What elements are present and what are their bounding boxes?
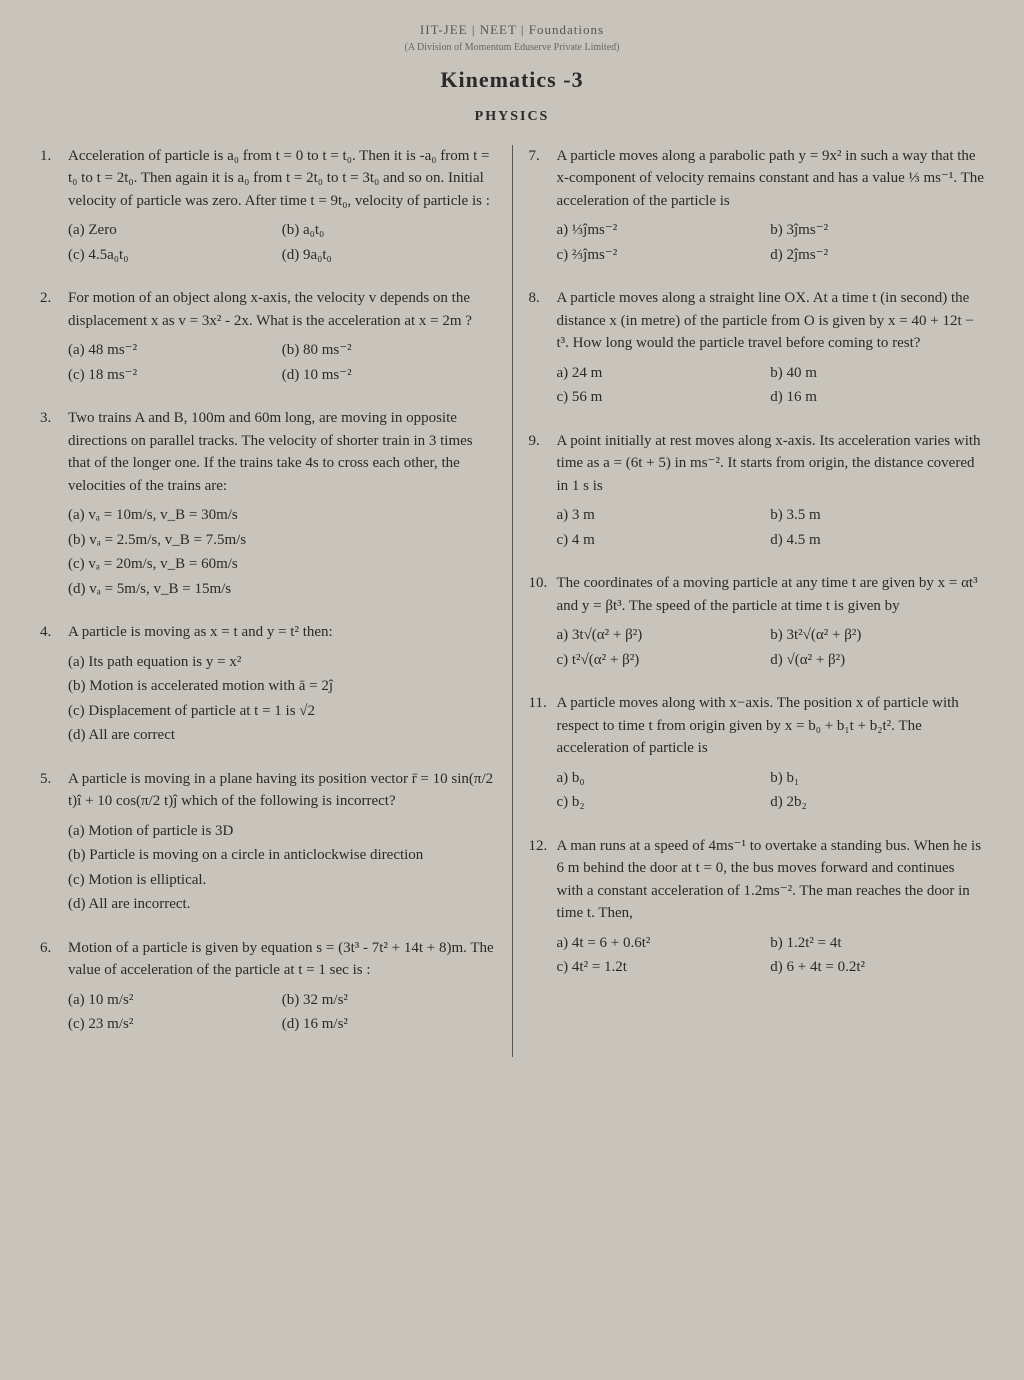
question-7: 7. A particle moves along a parabolic pa…	[529, 145, 985, 268]
option-b: b) 3ĵms⁻²	[770, 218, 984, 243]
question-text: Two trains A and B, 100m and 60m long, a…	[68, 407, 496, 497]
option-c: (c) 23 m/s²	[68, 1012, 282, 1037]
left-column: 1. Acceleration of particle is a₀ from t…	[40, 145, 496, 1057]
option-c: c) t²√(α² + β²)	[557, 648, 771, 673]
brand-text: IIT-JEE | NEET | Foundations	[40, 20, 984, 40]
option-c: c) 4 m	[557, 528, 771, 553]
question-number: 5.	[40, 768, 68, 917]
right-column: 7. A particle moves along a parabolic pa…	[529, 145, 985, 1057]
question-text: Acceleration of particle is a₀ from t = …	[68, 145, 496, 213]
option-c: c) b₂	[557, 790, 771, 815]
question-6: 6. Motion of a particle is given by equa…	[40, 937, 496, 1037]
option-b: b) b₁	[770, 766, 984, 791]
option-a: a) b₀	[557, 766, 771, 791]
option-d: (d) 16 m/s²	[282, 1012, 496, 1037]
option-b: (b) 32 m/s²	[282, 988, 496, 1013]
option-a: a) ⅓ĵms⁻²	[557, 218, 771, 243]
question-text: For motion of an object along x-axis, th…	[68, 287, 496, 332]
question-text: A man runs at a speed of 4ms⁻¹ to overta…	[557, 835, 985, 925]
option-d: d) √(α² + β²)	[770, 648, 984, 673]
question-10: 10. The coordinates of a moving particle…	[529, 572, 985, 672]
question-number: 10.	[529, 572, 557, 672]
option-a: a) 3t√(α² + β²)	[557, 623, 771, 648]
option-c: c) 56 m	[557, 385, 771, 410]
question-3: 3. Two trains A and B, 100m and 60m long…	[40, 407, 496, 601]
question-4: 4. A particle is moving as x = t and y =…	[40, 621, 496, 748]
option-d: d) 16 m	[770, 385, 984, 410]
question-text: The coordinates of a moving particle at …	[557, 572, 985, 617]
question-11: 11. A particle moves along with x−axis. …	[529, 692, 985, 815]
option-c: c) 4t² = 1.2t	[557, 955, 771, 980]
option-b: (b) a₀t₀	[282, 218, 496, 243]
option-d: (d) vₐ = 5m/s, v_B = 15m/s	[68, 577, 496, 602]
question-columns: 1. Acceleration of particle is a₀ from t…	[40, 145, 984, 1057]
option-c: (c) 4.5a₀t₀	[68, 243, 282, 268]
option-d: (d) 9a₀t₀	[282, 243, 496, 268]
option-c: (c) Displacement of particle at t = 1 is…	[68, 699, 496, 724]
option-b: b) 3t²√(α² + β²)	[770, 623, 984, 648]
option-b: b) 1.2t² = 4t	[770, 931, 984, 956]
question-number: 2.	[40, 287, 68, 387]
option-a: a) 24 m	[557, 361, 771, 386]
option-a: (a) 48 ms⁻²	[68, 338, 282, 363]
option-a: a) 4t = 6 + 0.6t²	[557, 931, 771, 956]
question-2: 2. For motion of an object along x-axis,…	[40, 287, 496, 387]
question-text: Motion of a particle is given by equatio…	[68, 937, 496, 982]
question-12: 12. A man runs at a speed of 4ms⁻¹ to ov…	[529, 835, 985, 980]
question-text: A particle is moving as x = t and y = t²…	[68, 621, 496, 644]
question-number: 8.	[529, 287, 557, 410]
question-number: 7.	[529, 145, 557, 268]
question-8: 8. A particle moves along a straight lin…	[529, 287, 985, 410]
question-text: A particle is moving in a plane having i…	[68, 768, 496, 813]
option-c: (c) 18 ms⁻²	[68, 363, 282, 388]
option-a: a) 3 m	[557, 503, 771, 528]
option-a: (a) Zero	[68, 218, 282, 243]
header: IIT-JEE | NEET | Foundations (A Division…	[40, 20, 984, 127]
option-c: c) ⅔ĵms⁻²	[557, 243, 771, 268]
option-b: (b) vₐ = 2.5m/s, v_B = 7.5m/s	[68, 528, 496, 553]
question-number: 9.	[529, 430, 557, 553]
option-a: (a) Motion of particle is 3D	[68, 819, 496, 844]
option-d: d) 6 + 4t = 0.2t²	[770, 955, 984, 980]
question-text: A particle moves along a straight line O…	[557, 287, 985, 355]
question-number: 4.	[40, 621, 68, 748]
option-b: (b) 80 ms⁻²	[282, 338, 496, 363]
option-c: (c) vₐ = 20m/s, v_B = 60m/s	[68, 552, 496, 577]
option-a: (a) 10 m/s²	[68, 988, 282, 1013]
question-number: 1.	[40, 145, 68, 268]
question-number: 6.	[40, 937, 68, 1037]
option-d: d) 2ĵms⁻²	[770, 243, 984, 268]
option-d: (d) 10 ms⁻²	[282, 363, 496, 388]
option-d: d) 4.5 m	[770, 528, 984, 553]
sub-brand-text: (A Division of Momentum Eduserve Private…	[40, 40, 984, 55]
option-b: b) 3.5 m	[770, 503, 984, 528]
question-text: A point initially at rest moves along x-…	[557, 430, 985, 498]
option-b: (b) Particle is moving on a circle in an…	[68, 843, 496, 868]
option-b: (b) Motion is accelerated motion with ā …	[68, 674, 496, 699]
option-d: (d) All are incorrect.	[68, 892, 496, 917]
column-divider	[512, 145, 513, 1057]
question-number: 3.	[40, 407, 68, 601]
option-d: (d) All are correct	[68, 723, 496, 748]
option-a: (a) Its path equation is y = x²	[68, 650, 496, 675]
question-text: A particle moves along a parabolic path …	[557, 145, 985, 213]
question-text: A particle moves along with x−axis. The …	[557, 692, 985, 760]
question-number: 11.	[529, 692, 557, 815]
question-9: 9. A point initially at rest moves along…	[529, 430, 985, 553]
question-1: 1. Acceleration of particle is a₀ from t…	[40, 145, 496, 268]
option-c: (c) Motion is elliptical.	[68, 868, 496, 893]
question-number: 12.	[529, 835, 557, 980]
worksheet-title: Kinematics -3	[40, 63, 984, 96]
option-b: b) 40 m	[770, 361, 984, 386]
option-a: (a) vₐ = 10m/s, v_B = 30m/s	[68, 503, 496, 528]
subject-label: PHYSICS	[40, 106, 984, 127]
option-d: d) 2b₂	[770, 790, 984, 815]
question-5: 5. A particle is moving in a plane havin…	[40, 768, 496, 917]
